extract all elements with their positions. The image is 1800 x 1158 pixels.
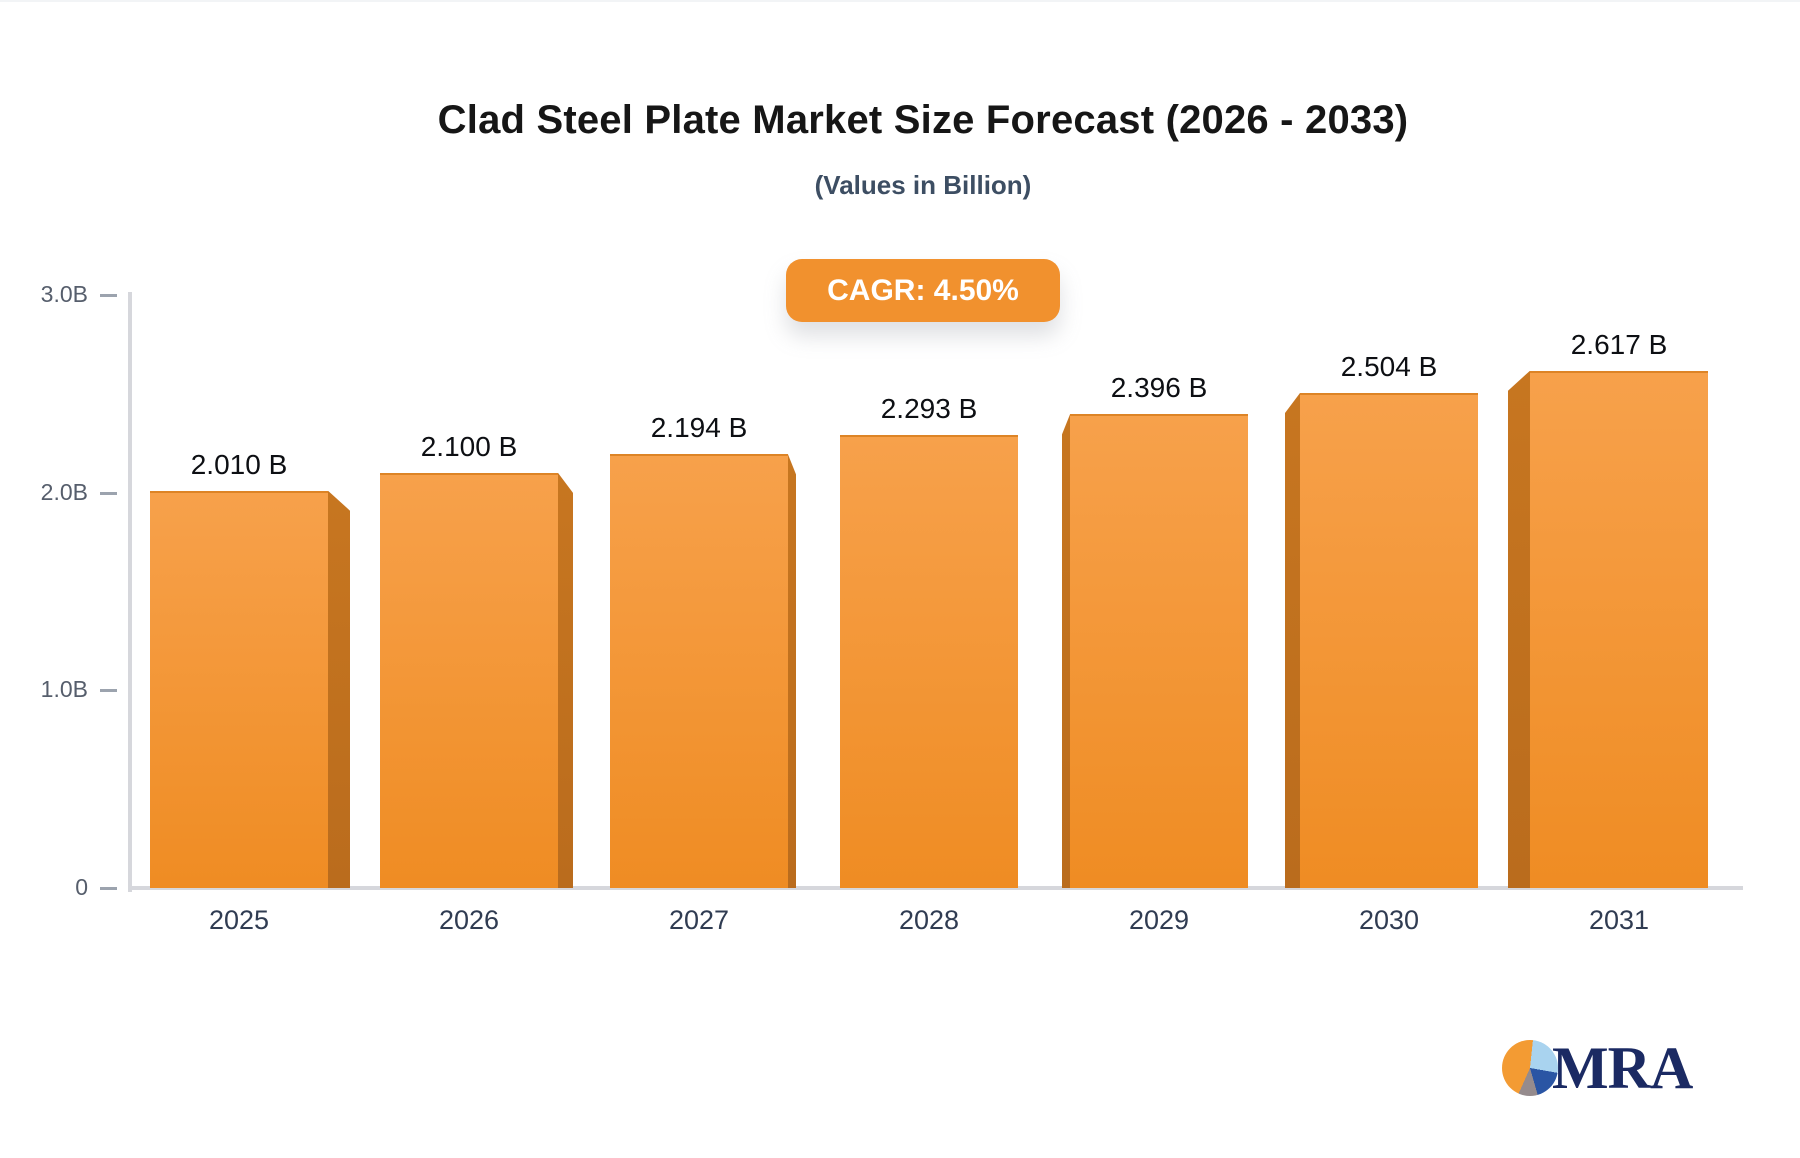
bar-2030 [1300, 393, 1478, 888]
y-tick-dash [100, 887, 117, 890]
bar-2029 [1070, 414, 1248, 888]
bar-2026 [380, 472, 558, 888]
y-tick-label: 3.0B [40, 281, 88, 307]
bar-side-face [328, 490, 350, 888]
bar-value-label: 2.504 B [1340, 351, 1438, 383]
bar-value-label: 2.194 B [650, 412, 748, 444]
x-axis-label: 2028 [898, 905, 960, 935]
bar-2025 [150, 490, 328, 888]
x-axis-label: 2026 [438, 905, 500, 935]
y-tick-dash [100, 294, 117, 297]
cagr-badge-label: CAGR: 4.50% [827, 273, 1019, 307]
cagr-badge: CAGR: 4.50% [786, 259, 1060, 322]
y-tick-label: 0 [75, 874, 88, 900]
x-axis-label: 2030 [1358, 905, 1420, 935]
mra-logo-text: MRA [1552, 1035, 1693, 1101]
bar-side-face [558, 472, 573, 888]
x-axis-label: 2027 [668, 905, 730, 935]
y-axis-line [128, 292, 132, 892]
bar-value-label: 2.010 B [190, 448, 288, 480]
chart-subtitle: (Values in Billion) [814, 170, 1032, 200]
bar-2031 [1530, 370, 1708, 888]
bar-side-face [788, 454, 796, 888]
bar-side-face [1508, 370, 1530, 888]
bar-value-label: 2.100 B [420, 430, 518, 462]
bar-side-face [1062, 414, 1070, 888]
x-axis-label: 2031 [1588, 905, 1650, 935]
bar-value-label: 2.396 B [1110, 372, 1208, 404]
mra-logo: MRA [1502, 1035, 1693, 1101]
x-axis-label: 2029 [1128, 905, 1190, 935]
x-axis-label: 2025 [208, 905, 270, 935]
y-tick-dash [100, 491, 117, 495]
bar-2028 [840, 434, 1018, 888]
bar-value-label: 2.617 B [1570, 328, 1668, 360]
bar-value-label: 2.293 B [880, 392, 978, 424]
bar-side-face [1285, 393, 1300, 888]
pie-chart-logo-icon [1502, 1040, 1558, 1096]
y-tick-label: 1.0B [40, 676, 88, 703]
y-tick-label: 2.0B [40, 478, 88, 505]
y-tick-dash [100, 689, 117, 693]
x-axis-baseline [128, 886, 1743, 890]
bar-2027 [610, 454, 788, 888]
chart-title: Clad Steel Plate Market Size Forecast (2… [437, 98, 1409, 142]
